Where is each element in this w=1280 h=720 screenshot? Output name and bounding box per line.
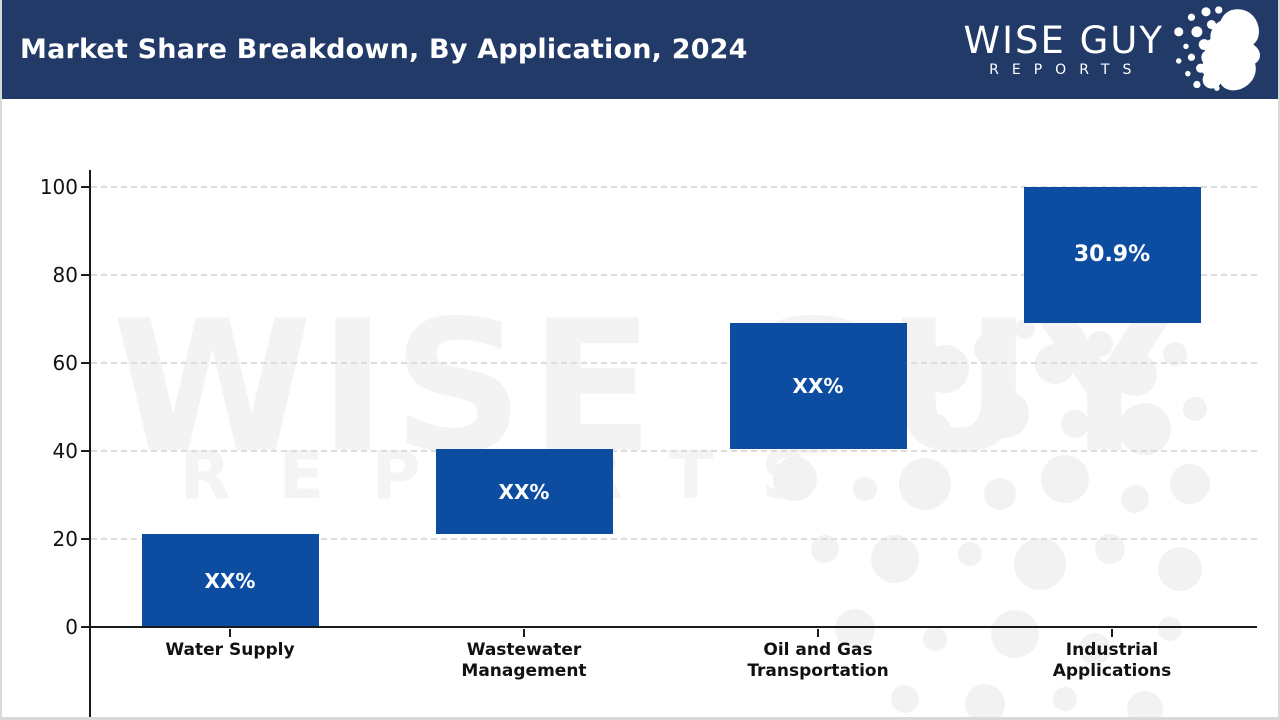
bar-water-supply: XX%	[141, 534, 319, 627]
y-tick-label-80: 80	[52, 262, 78, 287]
x-tick-2	[817, 629, 819, 637]
waterfall-chart: WISE GUY REPORTS 020406080100XX%XX%XX%30…	[0, 99, 1280, 720]
wise-guy-reports-logo: WISE GUY REPORTS	[964, 4, 1266, 96]
y-tick-20	[81, 537, 89, 540]
gridline-100	[91, 185, 1257, 188]
bar-value-label: XX%	[498, 479, 550, 504]
logo-wordmark: WISE GUY	[963, 18, 1164, 62]
watermark-wordmark: WISE GUY	[112, 281, 1177, 493]
bar-value-label: XX%	[792, 373, 844, 398]
x-tick-1	[523, 629, 525, 637]
category-label-line: Applications	[1052, 661, 1172, 681]
y-tick-label-40: 40	[52, 438, 78, 463]
y-tick-0	[81, 626, 89, 628]
category-label-line: Oil and Gas	[763, 640, 873, 660]
y-tick-60	[81, 361, 89, 364]
gridline-20	[91, 537, 1257, 540]
logo-subtitle: REPORTS	[989, 61, 1145, 78]
y-tick-label-0: 0	[65, 615, 78, 639]
y-tick-label-60: 60	[52, 350, 78, 375]
bar-value-label: XX%	[204, 568, 256, 593]
category-label-line: Management	[461, 661, 587, 681]
bar-oil-and-gas-transportation: XX%	[729, 322, 907, 450]
bar-value-label: 30.9%	[1073, 242, 1151, 268]
wise-guy-face-icon	[1174, 5, 1261, 91]
category-label-line: Transportation	[747, 661, 889, 681]
gridline-40	[91, 449, 1257, 452]
header-bar: Market Share Breakdown, By Application, …	[0, 0, 1280, 99]
category-label-line: Industrial	[1065, 640, 1159, 660]
bar-wastewater-management: XX%	[435, 449, 613, 535]
bar-industrial-applications: 30.9%	[1023, 186, 1201, 323]
y-tick-80	[81, 273, 89, 276]
y-tick-40	[81, 449, 89, 452]
page-title: Market Share Breakdown, By Application, …	[20, 34, 748, 65]
category-label-line: Water Supply	[165, 640, 295, 660]
gridline-60	[91, 361, 1257, 364]
y-tick-100	[81, 185, 89, 188]
logo-text: WISE GUY REPORTS	[964, 22, 1164, 78]
category-label-1: Wastewater Management	[384, 640, 664, 682]
category-label-3: Industrial Applications	[972, 640, 1252, 682]
category-label-line: Wastewater	[466, 640, 582, 660]
category-label-0: Water Supply	[90, 640, 370, 661]
y-tick-label-20: 20	[52, 526, 78, 551]
category-label-2: Oil and Gas Transportation	[678, 640, 958, 682]
y-tick-label-100: 100	[39, 174, 78, 199]
x-tick-0	[229, 629, 231, 637]
y-axis-line	[89, 170, 91, 720]
gridline-80	[91, 273, 1257, 276]
x-axis-line	[82, 626, 1257, 628]
x-tick-3	[1111, 629, 1113, 637]
